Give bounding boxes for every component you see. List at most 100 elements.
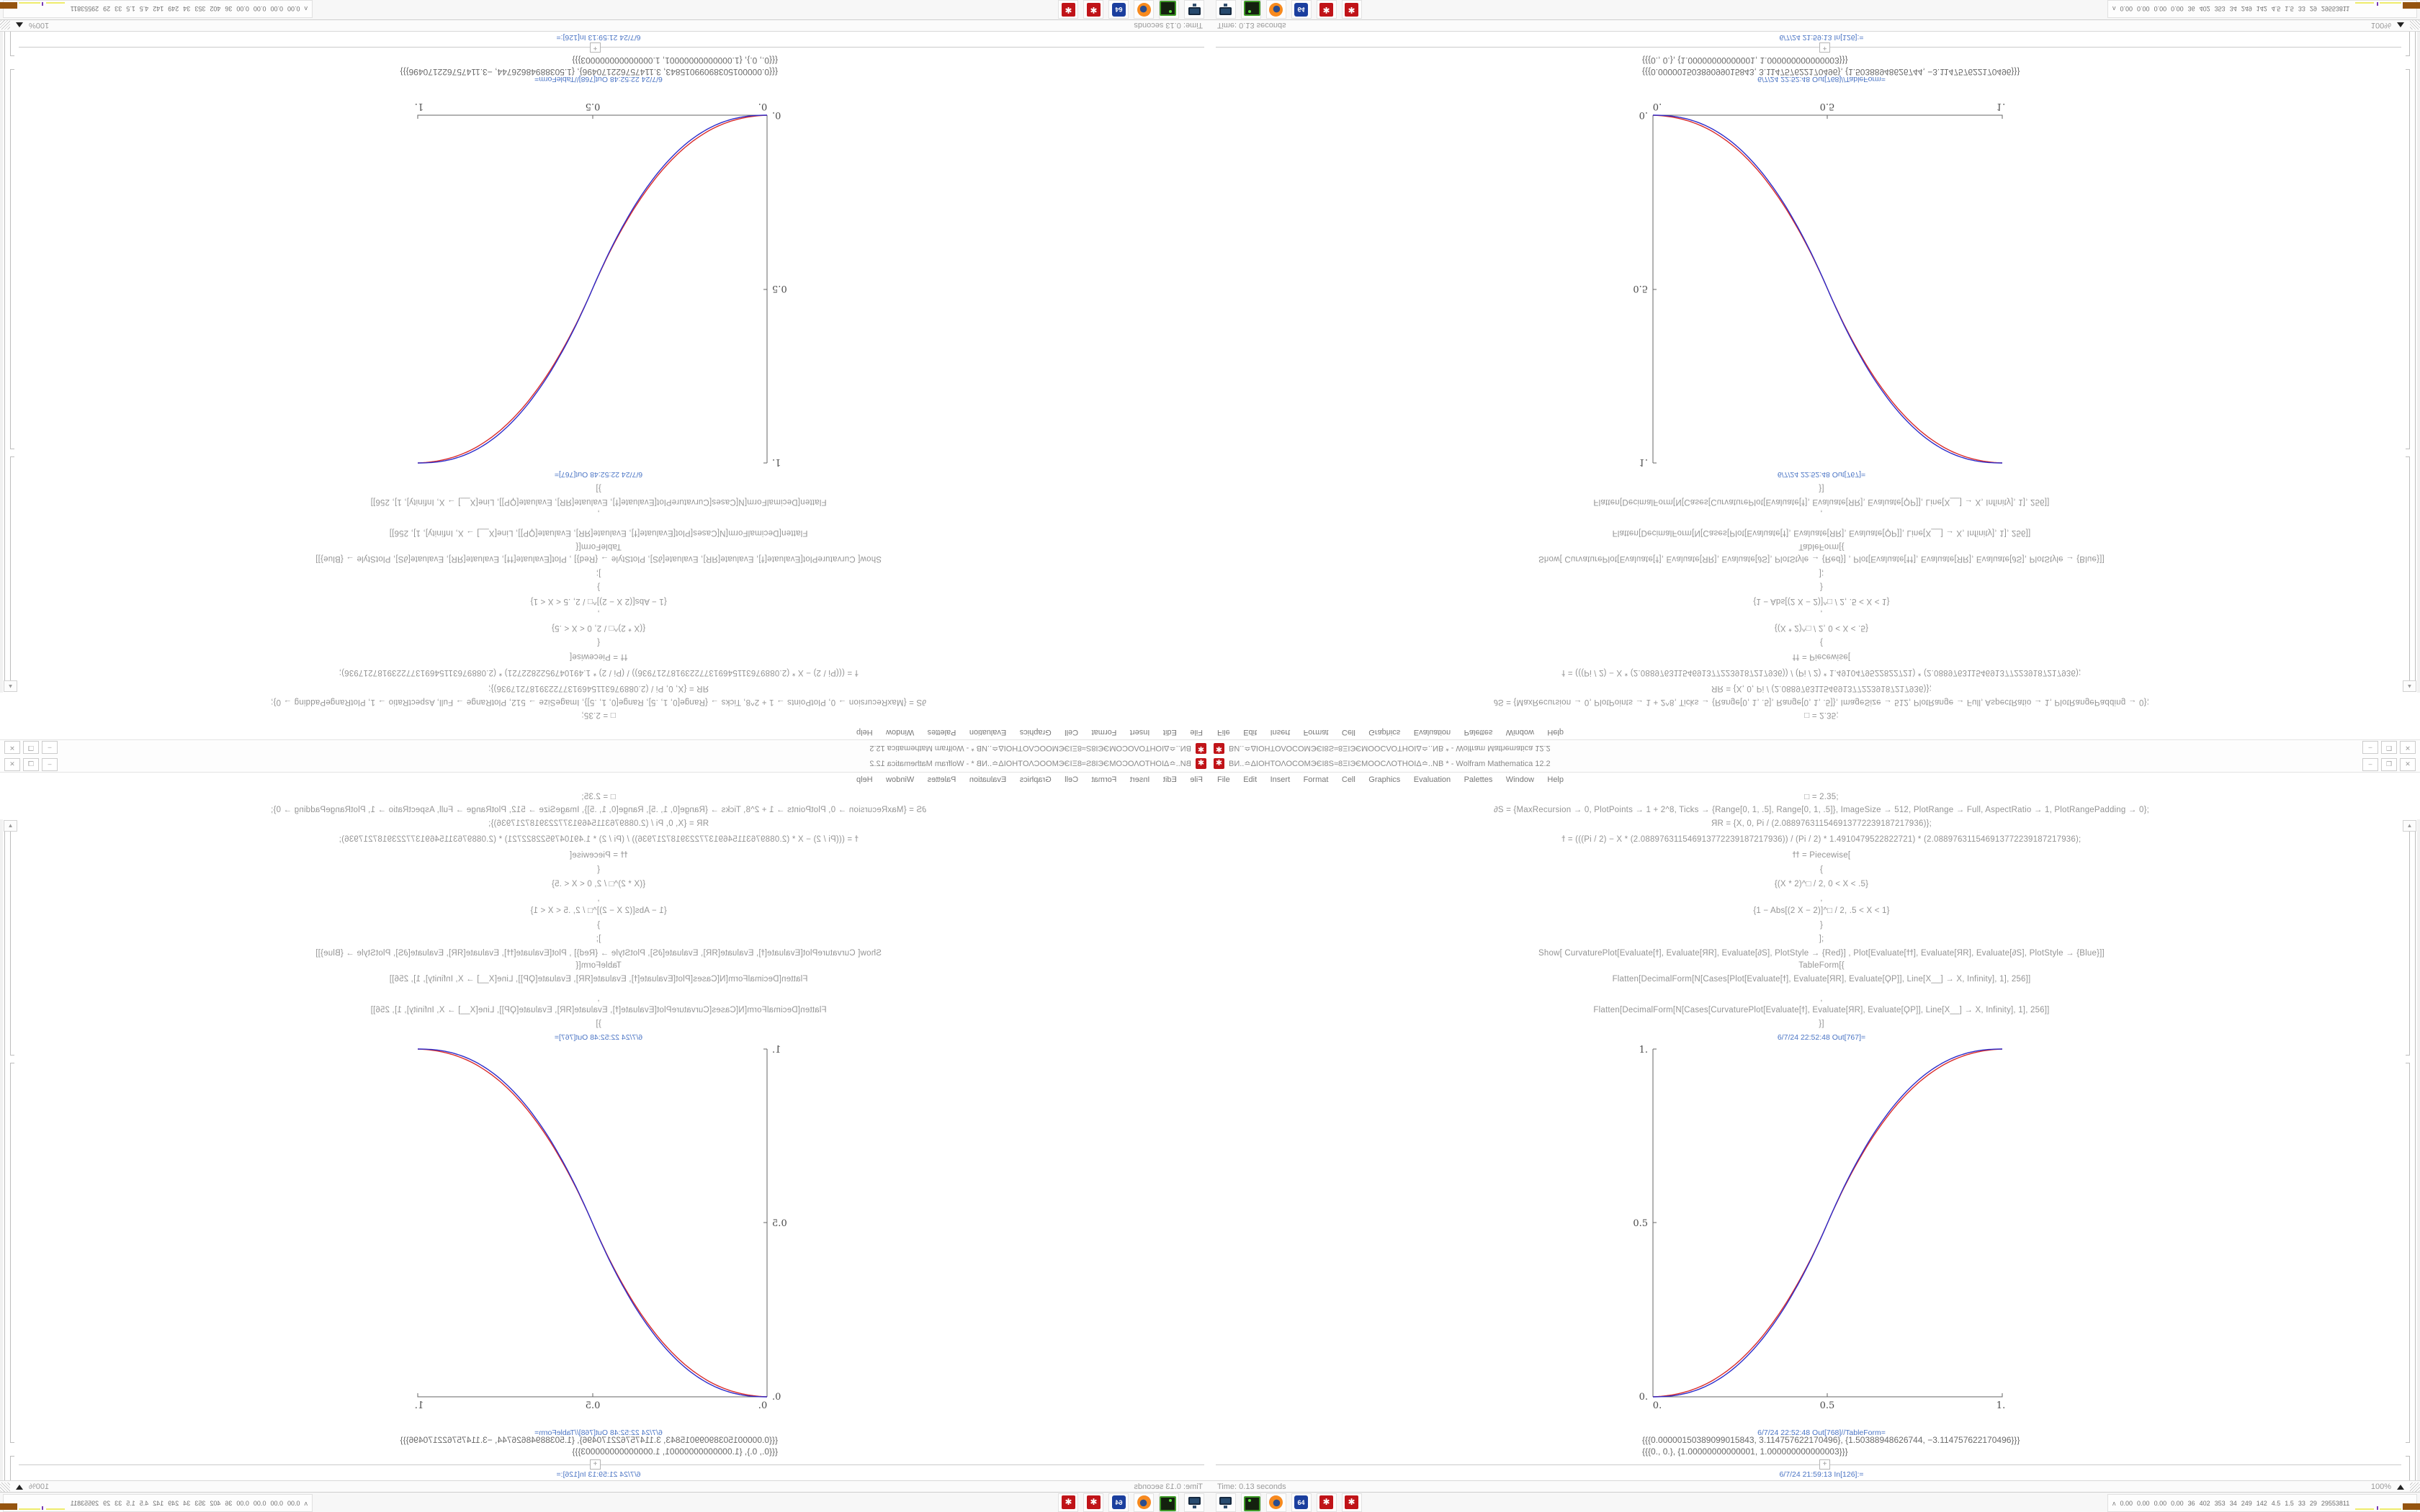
insert-cell-plus-icon[interactable]: + xyxy=(1819,1459,1830,1470)
menu-palettes[interactable]: Palettes xyxy=(1464,728,1493,737)
menu-format[interactable]: Format xyxy=(1091,775,1117,784)
scroll-up-arrow-icon[interactable]: ▲ xyxy=(4,680,17,692)
cell-insert-divider[interactable] xyxy=(19,1464,1204,1465)
code-line[interactable]: ∂S = {MaxRecursion → 0, PlotPoints → 1 +… xyxy=(270,698,927,706)
scroll-up-arrow-icon[interactable]: ▲ xyxy=(4,820,17,832)
menu-insert[interactable]: Insert xyxy=(1129,775,1150,784)
menu-palettes[interactable]: Palettes xyxy=(927,775,956,784)
notebook-area[interactable]: □ = 2.35; ∂S = {MaxRecursion → 0, PlotPo… xyxy=(1210,0,2420,724)
code-line[interactable]: { xyxy=(596,865,601,874)
menu-window[interactable]: Window xyxy=(886,728,915,737)
output-plot[interactable]: 1. 0.5 0. 0. 0.5 1. xyxy=(403,1041,792,1416)
zoom-level[interactable]: 100% xyxy=(2370,1482,2391,1491)
menu-palettes[interactable]: Palettes xyxy=(927,728,956,737)
minimize-button[interactable]: – xyxy=(42,758,58,771)
menu-file[interactable]: File xyxy=(1190,775,1203,784)
menu-window[interactable]: Window xyxy=(1505,728,1534,737)
menu-help[interactable]: Help xyxy=(1547,728,1564,737)
code-line[interactable]: ϯ = (((Pi / 2) − X * (2.0889763115469137… xyxy=(339,668,859,677)
code-line[interactable]: ЯR = {X, 0, Pi / (2.08897631154691377223… xyxy=(1711,684,1932,693)
code-line[interactable]: □ = 2.35; xyxy=(1804,793,1839,801)
code-line[interactable]: }] xyxy=(596,484,601,492)
menu-palettes[interactable]: Palettes xyxy=(1464,775,1493,784)
code-line[interactable]: ∂S = {MaxRecursion → 0, PlotPoints → 1 +… xyxy=(1493,806,2150,814)
resize-grip[interactable] xyxy=(2410,19,2420,30)
mathematica-icon[interactable] xyxy=(1058,1493,1078,1512)
aida64-icon[interactable] xyxy=(1291,1493,1312,1512)
code-line[interactable]: , xyxy=(597,609,600,618)
code-line[interactable]: ∂S = {MaxRecursion → 0, PlotPoints → 1 +… xyxy=(270,806,927,814)
menu-edit[interactable]: Edit xyxy=(1243,728,1258,737)
cell-insert-divider[interactable] xyxy=(1216,47,2401,48)
code-line[interactable]: } xyxy=(1819,582,1824,591)
code-line[interactable]: ϯϯ = Piecewise[ xyxy=(1792,652,1851,661)
code-line[interactable]: TableForm[{ xyxy=(575,542,622,551)
vertical-scrollbar[interactable] xyxy=(2417,819,2420,1512)
code-line[interactable]: }] xyxy=(596,1020,601,1028)
firefox-icon[interactable] xyxy=(1134,0,1154,19)
menu-window[interactable]: Window xyxy=(886,775,915,784)
output-cell-bracket[interactable] xyxy=(10,1063,14,1443)
firefox-icon[interactable] xyxy=(1134,1493,1154,1512)
insert-cell-plus-icon[interactable]: + xyxy=(590,1459,601,1470)
code-line[interactable]: Show[ CurvaturePlot[Evaluate[ϯ], Evaluat… xyxy=(1538,554,2105,563)
code-line[interactable]: ∂S = {MaxRecursion → 0, PlotPoints → 1 +… xyxy=(1493,698,2150,706)
menu-evaluation[interactable]: Evaluation xyxy=(969,728,1007,737)
vertical-scrollbar[interactable] xyxy=(0,819,3,1512)
menu-file[interactable]: File xyxy=(1217,728,1230,737)
output-cell-bracket[interactable] xyxy=(2406,69,2410,449)
code-line[interactable]: ϯ = (((Pi / 2) − X * (2.0889763115469137… xyxy=(339,835,859,844)
computer-monitor-icon[interactable] xyxy=(1184,0,1204,19)
cell-group-bracket[interactable] xyxy=(2411,0,2416,690)
code-line[interactable]: Show[ CurvaturePlot[Evaluate[ϯ], Evaluat… xyxy=(315,554,882,563)
code-line[interactable]: } xyxy=(596,921,601,930)
code-line[interactable]: {(X * 2)^□ / 2, 0 < X < .5} xyxy=(1774,880,1869,888)
insert-cell-plus-icon[interactable]: + xyxy=(590,42,601,53)
menu-edit[interactable]: Edit xyxy=(1162,728,1177,737)
insert-cell-plus-icon[interactable]: + xyxy=(1819,42,1830,53)
code-line[interactable]: □ = 2.35; xyxy=(581,793,616,801)
close-button[interactable]: ✕ xyxy=(4,741,20,754)
green-drive-icon[interactable] xyxy=(1241,0,1261,19)
code-line[interactable]: TableForm[{ xyxy=(575,961,622,970)
mathematica-icon[interactable] xyxy=(1317,0,1337,19)
cell-group-bracket[interactable] xyxy=(4,822,9,1512)
menu-insert[interactable]: Insert xyxy=(1270,775,1291,784)
mathematica-icon[interactable] xyxy=(1342,0,1362,19)
zoom-dropdown-icon[interactable] xyxy=(2397,1485,2404,1490)
menu-format[interactable]: Format xyxy=(1091,728,1117,737)
firefox-icon[interactable] xyxy=(1266,0,1286,19)
minimize-button[interactable]: – xyxy=(2362,758,2378,771)
mathematica-icon[interactable] xyxy=(1083,1493,1103,1512)
cell-insert-divider[interactable] xyxy=(1216,1464,2401,1465)
zoom-dropdown-icon[interactable] xyxy=(16,1485,23,1490)
close-button[interactable]: ✕ xyxy=(4,758,20,771)
output-cell-bracket[interactable] xyxy=(2406,1063,2410,1443)
code-line[interactable]: { xyxy=(1819,865,1824,874)
input-cell-bracket[interactable] xyxy=(10,824,14,1056)
minimize-button[interactable]: – xyxy=(42,741,58,754)
code-line[interactable]: } xyxy=(1819,921,1824,930)
menu-window[interactable]: Window xyxy=(1505,775,1534,784)
code-line[interactable]: }] xyxy=(1819,484,1824,492)
menu-evaluation[interactable]: Evaluation xyxy=(1413,728,1451,737)
code-line[interactable]: { xyxy=(1819,638,1824,647)
menu-help[interactable]: Help xyxy=(1547,775,1564,784)
menu-file[interactable]: File xyxy=(1217,775,1230,784)
menu-insert[interactable]: Insert xyxy=(1270,728,1291,737)
scroll-up-arrow-icon[interactable]: ▲ xyxy=(2403,680,2416,692)
menu-evaluation[interactable]: Evaluation xyxy=(1413,775,1451,784)
hidden-icons-chevron-icon[interactable]: ᴧ xyxy=(2112,5,2116,13)
code-line[interactable]: ]; xyxy=(596,569,601,577)
menu-file[interactable]: File xyxy=(1190,728,1203,737)
cell-group-bracket[interactable] xyxy=(2411,822,2416,1512)
maximize-button[interactable]: ❒ xyxy=(2381,758,2397,771)
aida64-icon[interactable] xyxy=(1108,1493,1129,1512)
menu-help[interactable]: Help xyxy=(856,775,873,784)
zoom-level[interactable]: 100% xyxy=(29,1482,50,1491)
computer-monitor-icon[interactable] xyxy=(1216,1493,1236,1512)
menu-format[interactable]: Format xyxy=(1303,775,1329,784)
green-drive-icon[interactable] xyxy=(1159,1493,1179,1512)
green-drive-icon[interactable] xyxy=(1159,0,1179,19)
output-plot[interactable]: 1. 0.5 0. 0. 0.5 1. xyxy=(1628,96,2017,471)
